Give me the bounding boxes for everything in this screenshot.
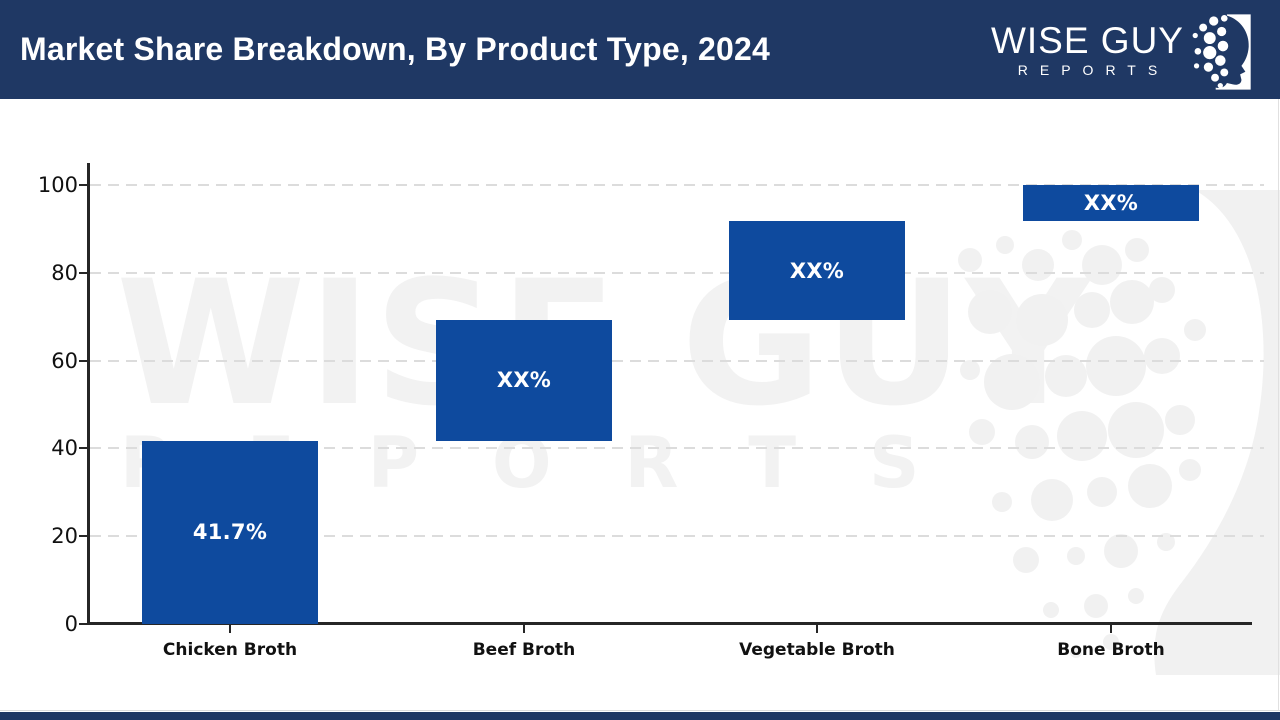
wiseguy-logo: WISE GUY REPORTS xyxy=(991,10,1252,90)
y-tick-label-80: 80 xyxy=(51,260,78,285)
y-axis-tick-0 xyxy=(79,623,87,625)
bar-chicken-broth: 41.7% xyxy=(142,440,318,624)
wiseguy-face-logo-icon xyxy=(1192,13,1251,90)
bar-value-label-beef-broth: XX% xyxy=(496,368,552,393)
y-axis-spine xyxy=(87,163,90,625)
y-tick-label-40: 40 xyxy=(51,436,78,461)
gridline-20 xyxy=(90,535,1264,538)
gridline-40 xyxy=(90,447,1264,450)
page-title: Market Share Breakdown, By Product Type,… xyxy=(20,31,770,67)
y-tick-label-60: 60 xyxy=(51,348,78,373)
logo-wordmark: WISE GUY xyxy=(990,20,1184,61)
bar-bone-broth: XX% xyxy=(1023,185,1199,222)
bar-value-label-bone-broth: XX% xyxy=(1083,191,1139,216)
y-axis-tick-80 xyxy=(79,271,87,274)
wiseguy-logo-text: WISE GUY REPORTS xyxy=(991,22,1184,77)
x-axis-tick-beef-broth xyxy=(523,625,525,633)
x-tick-label-beef-broth: Beef Broth xyxy=(472,640,576,660)
y-axis-tick-40 xyxy=(79,447,87,450)
x-axis-tick-vegetable-broth xyxy=(816,625,818,633)
y-tick-label-20: 20 xyxy=(51,524,78,549)
x-axis-tick-bone-broth xyxy=(1110,625,1112,633)
x-tick-label-vegetable-broth: Vegetable Broth xyxy=(739,640,895,660)
bar-vegetable-broth: XX% xyxy=(729,221,905,320)
x-tick-label-chicken-broth: Chicken Broth xyxy=(162,640,298,660)
header: Market Share Breakdown, By Product Type,… xyxy=(0,0,1280,99)
y-tick-label-0: 0 xyxy=(64,612,78,636)
gridline-100 xyxy=(90,184,1264,186)
watermark-face-dots-icon xyxy=(958,190,1280,675)
x-axis-tick-chicken-broth xyxy=(229,625,231,633)
y-axis-tick-20 xyxy=(79,535,87,538)
bar-beef-broth: XX% xyxy=(436,319,612,441)
right-border-line xyxy=(1278,99,1279,710)
logo-subtext: REPORTS xyxy=(1017,62,1170,78)
footer-accent-bar xyxy=(0,712,1280,720)
x-axis-spine xyxy=(87,622,1252,625)
gridline-80 xyxy=(90,271,1264,274)
y-tick-label-100: 100 xyxy=(37,173,78,197)
gridline-60 xyxy=(90,359,1264,362)
footer-border-line xyxy=(0,710,1280,711)
y-axis-tick-100 xyxy=(79,184,87,186)
x-tick-label-bone-broth: Bone Broth xyxy=(1057,640,1165,660)
bar-value-label-chicken-broth: 41.7% xyxy=(192,520,268,545)
bar-value-label-vegetable-broth: XX% xyxy=(789,258,845,283)
y-axis-tick-60 xyxy=(79,359,87,362)
